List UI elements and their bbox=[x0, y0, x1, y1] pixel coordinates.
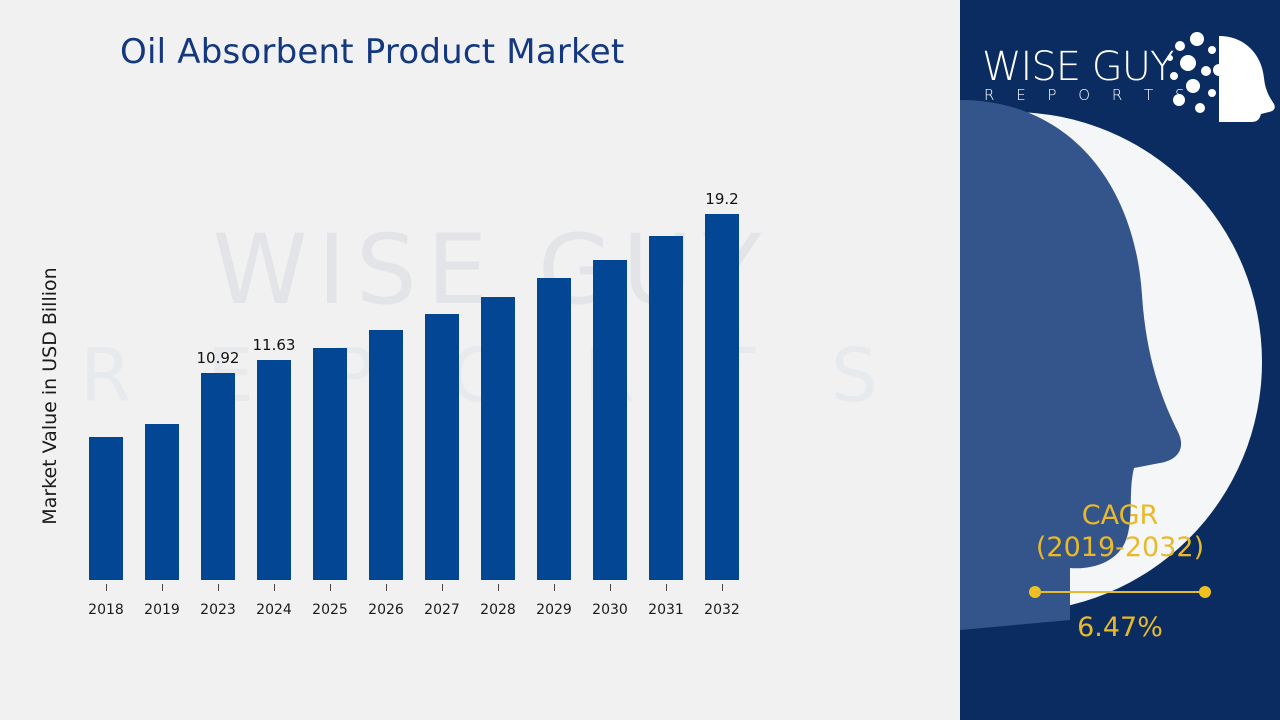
cagr-value: 6.47% bbox=[1077, 611, 1163, 643]
bar-group: 2030 bbox=[582, 150, 638, 618]
divider-dot-right bbox=[1199, 585, 1211, 598]
y-axis-label: Market Value in USD Billion bbox=[39, 267, 61, 525]
x-axis-tick bbox=[553, 584, 555, 591]
brand-panel: WISE GUY R E P O R T S CAGR (2019-2032) … bbox=[960, 0, 1280, 720]
bar-chart-plot: 2018 2019 10.92 2023 11.63 2024 2025 2026 2027 20… bbox=[78, 150, 918, 618]
bar-group: 2019 bbox=[134, 150, 190, 618]
bar[interactable] bbox=[425, 314, 459, 580]
x-axis-tick bbox=[441, 584, 443, 591]
x-axis-tick bbox=[217, 584, 219, 591]
page-title: Oil Absorbent Product Market bbox=[120, 32, 625, 72]
x-axis-tick bbox=[273, 584, 275, 591]
chart-panel: Oil Absorbent Product Market WISE GUY R … bbox=[39, 32, 918, 618]
bar-group: 10.92 2023 bbox=[190, 150, 246, 618]
x-axis-tick bbox=[609, 584, 611, 591]
divider-line bbox=[1035, 590, 1205, 593]
bar[interactable] bbox=[705, 214, 739, 580]
x-axis-tick-label: 2024 bbox=[256, 602, 292, 618]
x-axis-tick bbox=[161, 584, 163, 591]
logo-wordmark: WISE GUY bbox=[982, 44, 1174, 90]
bar-value-label: 11.63 bbox=[252, 336, 296, 354]
x-axis-tick bbox=[329, 584, 331, 591]
x-axis-tick-label: 2028 bbox=[480, 602, 516, 618]
bar[interactable] bbox=[313, 348, 347, 580]
bar-group: 2029 bbox=[526, 150, 582, 618]
x-axis-tick bbox=[385, 584, 387, 591]
cagr-label: CAGR bbox=[1081, 500, 1159, 531]
bar-group: 19.2 2032 bbox=[694, 150, 750, 618]
bar[interactable] bbox=[537, 278, 571, 580]
x-axis-tick-label: 2031 bbox=[648, 602, 684, 618]
x-axis-tick-label: 2030 bbox=[592, 602, 628, 618]
bar[interactable] bbox=[369, 330, 403, 580]
x-axis-tick-label: 2018 bbox=[88, 602, 124, 618]
x-axis-tick-label: 2019 bbox=[144, 602, 180, 618]
bar-group: 2026 bbox=[358, 150, 414, 618]
x-axis-tick-label: 2027 bbox=[424, 602, 460, 618]
bar[interactable] bbox=[201, 373, 235, 580]
x-axis-tick bbox=[721, 584, 723, 591]
x-axis-tick-label: 2032 bbox=[704, 602, 740, 618]
bar[interactable] bbox=[649, 236, 683, 580]
cagr-years: (2019-2032) bbox=[1035, 531, 1205, 563]
x-axis-tick bbox=[497, 584, 499, 591]
bar-value-label: 10.92 bbox=[196, 349, 240, 367]
head-profile-silhouette-icon bbox=[960, 100, 1182, 630]
bar-group: 11.63 2024 bbox=[246, 150, 302, 618]
x-axis-tick bbox=[665, 584, 667, 591]
bar-group: 2028 bbox=[470, 150, 526, 618]
bar[interactable] bbox=[257, 360, 291, 580]
x-axis-tick-label: 2023 bbox=[200, 602, 236, 618]
bar-group: 2027 bbox=[414, 150, 470, 618]
cagr-block: CAGR (2019-2032) 6.47% bbox=[960, 500, 1280, 643]
bar-value-label: 19.2 bbox=[705, 190, 739, 208]
cagr-divider bbox=[1029, 585, 1211, 598]
bar[interactable] bbox=[145, 424, 179, 580]
x-axis-tick bbox=[105, 584, 107, 591]
logo-subtitle: R E P O R T S bbox=[984, 86, 1193, 104]
x-axis-tick-label: 2026 bbox=[368, 602, 404, 618]
bar[interactable] bbox=[481, 297, 515, 580]
bar[interactable] bbox=[89, 437, 123, 580]
bar-group: 2018 bbox=[78, 150, 134, 618]
x-axis-tick-label: 2025 bbox=[312, 602, 348, 618]
bar[interactable] bbox=[593, 260, 627, 580]
brand-logo: WISE GUY R E P O R T S bbox=[976, 28, 1276, 123]
bar-group: 2031 bbox=[638, 150, 694, 618]
x-axis-tick-label: 2029 bbox=[536, 602, 572, 618]
logo-head-icon bbox=[1167, 32, 1275, 122]
bar-group: 2025 bbox=[302, 150, 358, 618]
